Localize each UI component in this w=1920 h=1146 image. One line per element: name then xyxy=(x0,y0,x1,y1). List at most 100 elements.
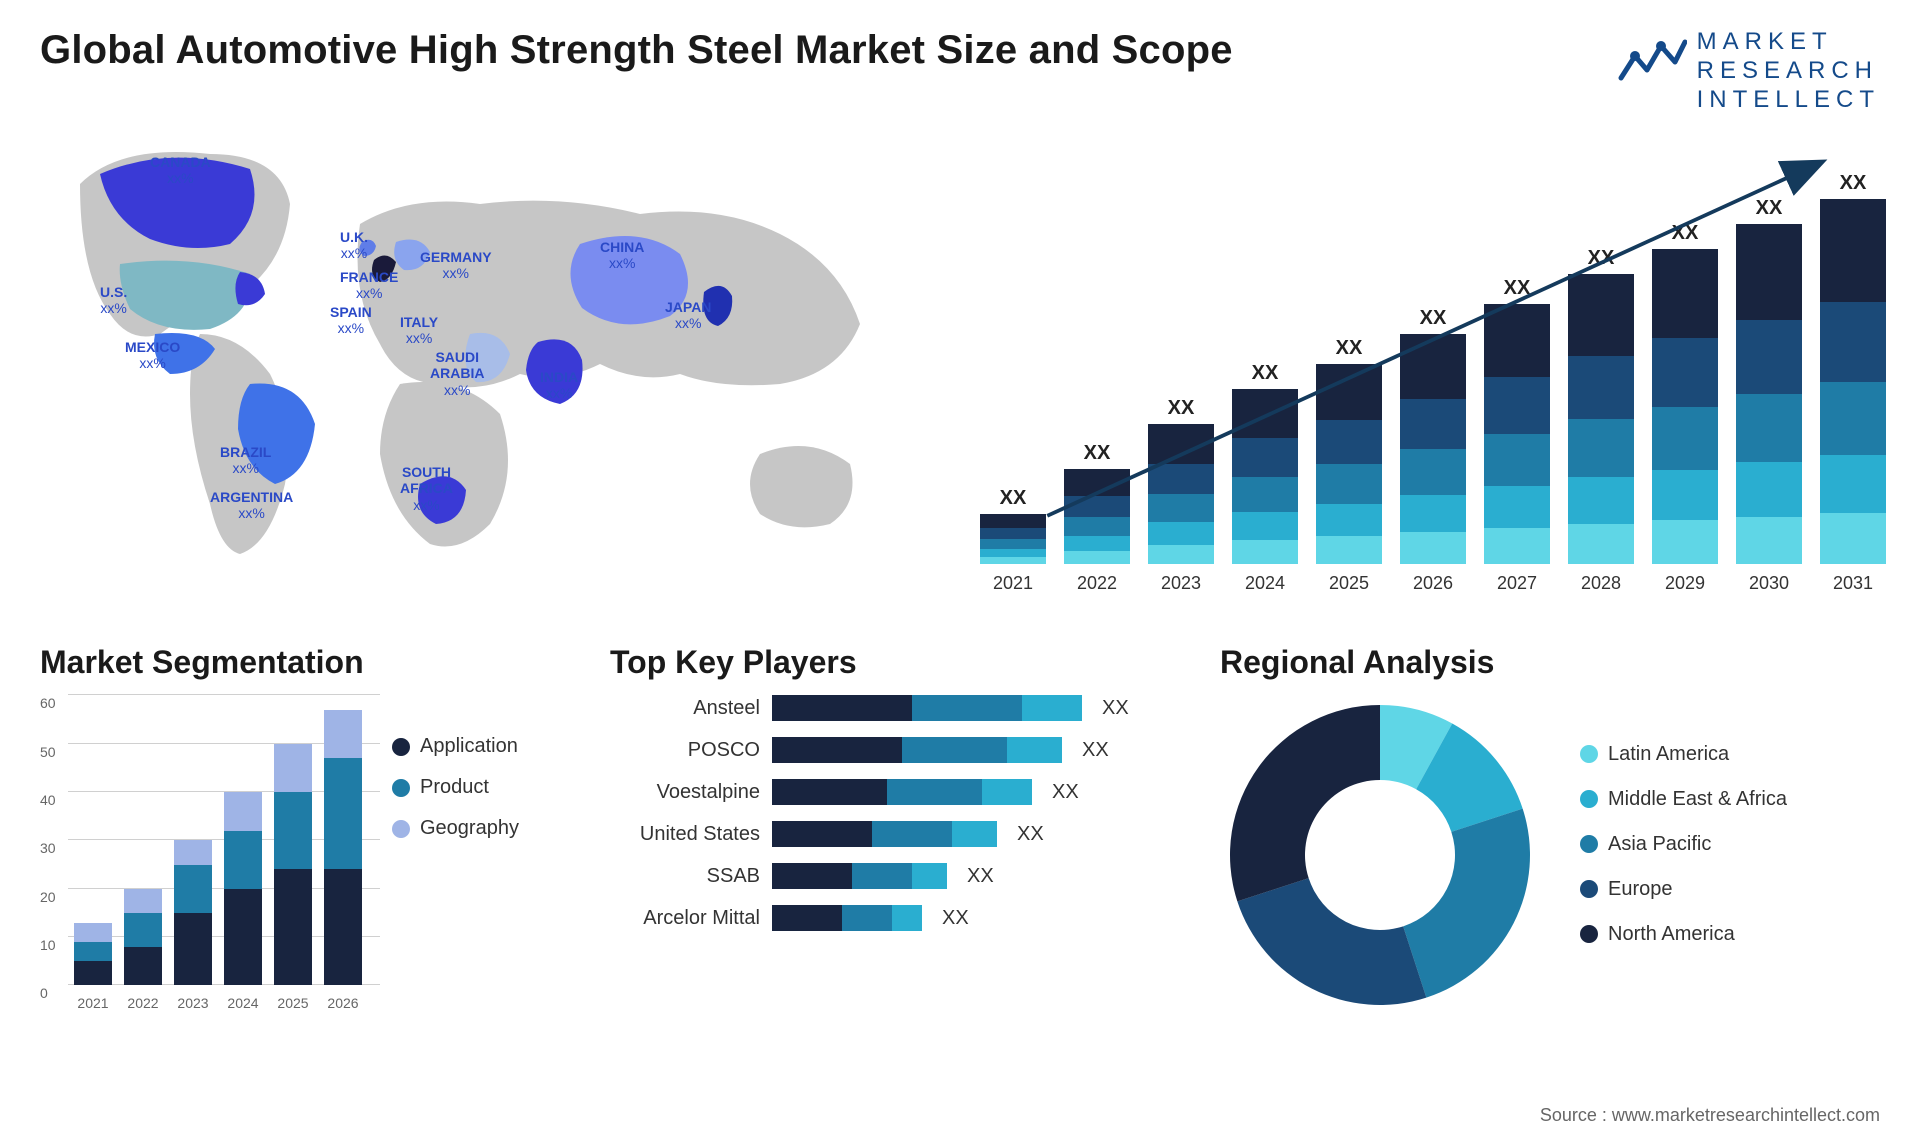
map-label-spain: SPAINxx% xyxy=(330,304,372,336)
market-bar-value-label: XX xyxy=(980,487,1046,510)
player-row: United StatesXX xyxy=(610,821,1190,847)
market-bar-value-label: XX xyxy=(1316,337,1382,360)
region-legend-item: Asia Pacific xyxy=(1580,833,1787,856)
brand-line1: MARKET xyxy=(1697,28,1833,55)
map-label-canada: CANADAxx% xyxy=(150,154,211,186)
seg-bar-year-label: 2026 xyxy=(324,995,362,1011)
segmentation-title: Market Segmentation xyxy=(40,644,580,681)
seg-ytick: 40 xyxy=(40,792,56,808)
region-legend-item: North America xyxy=(1580,923,1787,946)
market-bar-2025: 2025XX xyxy=(1316,364,1382,564)
market-bar-year-label: 2027 xyxy=(1484,573,1550,594)
market-bar-value-label: XX xyxy=(1400,307,1466,330)
market-size-chart: 2021XX2022XX2023XX2024XX2025XX2026XX2027… xyxy=(950,124,1880,604)
player-bar xyxy=(772,695,1082,721)
seg-ytick: 50 xyxy=(40,744,56,760)
seg-bar-year-label: 2022 xyxy=(124,995,162,1011)
map-label-japan: JAPANxx% xyxy=(665,299,711,331)
market-bar-value-label: XX xyxy=(1232,362,1298,385)
seg-bar-2026: 2026 xyxy=(324,710,362,985)
market-bar-value-label: XX xyxy=(1820,172,1886,195)
player-value-label: XX xyxy=(1017,823,1044,846)
market-bar-2026: 2026XX xyxy=(1400,334,1466,564)
market-bar-2023: 2023XX xyxy=(1148,424,1214,564)
seg-bar-2023: 2023 xyxy=(174,840,212,985)
map-label-italy: ITALYxx% xyxy=(400,314,438,346)
seg-legend-item: Geography xyxy=(392,817,519,840)
page-title: Global Automotive High Strength Steel Ma… xyxy=(40,28,1233,73)
market-bar-year-label: 2030 xyxy=(1736,573,1802,594)
brand-mark-icon xyxy=(1617,28,1687,88)
brand-logo: MARKET RESEARCH INTELLECT xyxy=(1617,28,1880,114)
player-value-label: XX xyxy=(967,865,994,888)
region-legend-item: Europe xyxy=(1580,878,1787,901)
key-players-title: Top Key Players xyxy=(610,644,1190,681)
seg-ytick: 60 xyxy=(40,695,56,711)
map-label-china: CHINAxx% xyxy=(600,239,644,271)
map-label-brazil: BRAZILxx% xyxy=(220,444,271,476)
player-bar xyxy=(772,905,922,931)
player-name: POSCO xyxy=(610,739,760,762)
market-bar-2024: 2024XX xyxy=(1232,389,1298,564)
player-bar xyxy=(772,779,1032,805)
player-bar xyxy=(772,821,997,847)
seg-ytick: 0 xyxy=(40,985,48,1001)
market-bar-year-label: 2022 xyxy=(1064,573,1130,594)
market-bar-2022: 2022XX xyxy=(1064,469,1130,564)
map-label-germany: GERMANYxx% xyxy=(420,249,492,281)
market-bar-value-label: XX xyxy=(1148,397,1214,420)
map-label-france: FRANCExx% xyxy=(340,269,398,301)
seg-bar-2022: 2022 xyxy=(124,889,162,986)
segmentation-chart: 0102030405060 202120222023202420252026 xyxy=(40,695,380,1015)
regional-title: Regional Analysis xyxy=(1220,644,1880,681)
segmentation-panel: Market Segmentation 0102030405060 202120… xyxy=(40,644,580,1064)
market-bar-2029: 2029XX xyxy=(1652,249,1718,564)
map-label-argentina: ARGENTINAxx% xyxy=(210,489,293,521)
player-value-label: XX xyxy=(1102,697,1129,720)
map-label-u-s-: U.S.xx% xyxy=(100,284,127,316)
seg-bar-2021: 2021 xyxy=(74,923,112,986)
donut-slice-north-america xyxy=(1230,705,1380,901)
player-bar xyxy=(772,737,1062,763)
player-row: POSCO XX xyxy=(610,737,1190,763)
player-name: Voestalpine xyxy=(610,781,760,804)
seg-bar-2025: 2025 xyxy=(274,744,312,986)
market-bar-2021: 2021XX xyxy=(980,514,1046,564)
market-bar-2027: 2027XX xyxy=(1484,304,1550,564)
player-row: Arcelor MittalXX xyxy=(610,905,1190,931)
market-bar-year-label: 2023 xyxy=(1148,573,1214,594)
regional-legend: Latin AmericaMiddle East & AfricaAsia Pa… xyxy=(1580,743,1787,968)
seg-bar-year-label: 2025 xyxy=(274,995,312,1011)
market-bar-year-label: 2026 xyxy=(1400,573,1466,594)
player-name: Arcelor Mittal xyxy=(610,907,760,930)
seg-ytick: 30 xyxy=(40,840,56,856)
player-row: Voestalpine XX xyxy=(610,779,1190,805)
market-bar-value-label: XX xyxy=(1652,222,1718,245)
player-name: Ansteel xyxy=(610,697,760,720)
market-bar-year-label: 2025 xyxy=(1316,573,1382,594)
seg-bar-year-label: 2024 xyxy=(224,995,262,1011)
regional-donut-chart xyxy=(1220,695,1540,1015)
player-row: SSABXX xyxy=(610,863,1190,889)
seg-bar-year-label: 2023 xyxy=(174,995,212,1011)
market-bar-2031: 2031XX xyxy=(1820,199,1886,564)
player-value-label: XX xyxy=(1082,739,1109,762)
segmentation-legend: Application Product Geography xyxy=(392,735,519,1015)
market-bar-value-label: XX xyxy=(1736,197,1802,220)
market-bar-value-label: XX xyxy=(1064,442,1130,465)
market-bar-value-label: XX xyxy=(1484,277,1550,300)
regional-panel: Regional Analysis Latin AmericaMiddle Ea… xyxy=(1220,644,1880,1064)
donut-slice-asia-pacific xyxy=(1403,809,1530,998)
seg-bar-2024: 2024 xyxy=(224,792,262,985)
seg-ytick: 20 xyxy=(40,889,56,905)
key-players-panel: Top Key Players AnsteelXXPOSCOXXVoestalp… xyxy=(610,644,1190,1064)
map-label-south-africa: SOUTHAFRICAxx% xyxy=(400,464,453,512)
market-bar-year-label: 2028 xyxy=(1568,573,1634,594)
seg-legend-item: Product xyxy=(392,776,519,799)
player-value-label: XX xyxy=(1052,781,1079,804)
seg-legend-item: Application xyxy=(392,735,519,758)
map-label-u-k-: U.K.xx% xyxy=(340,229,368,261)
seg-bar-year-label: 2021 xyxy=(74,995,112,1011)
market-bar-year-label: 2021 xyxy=(980,573,1046,594)
market-bar-year-label: 2029 xyxy=(1652,573,1718,594)
